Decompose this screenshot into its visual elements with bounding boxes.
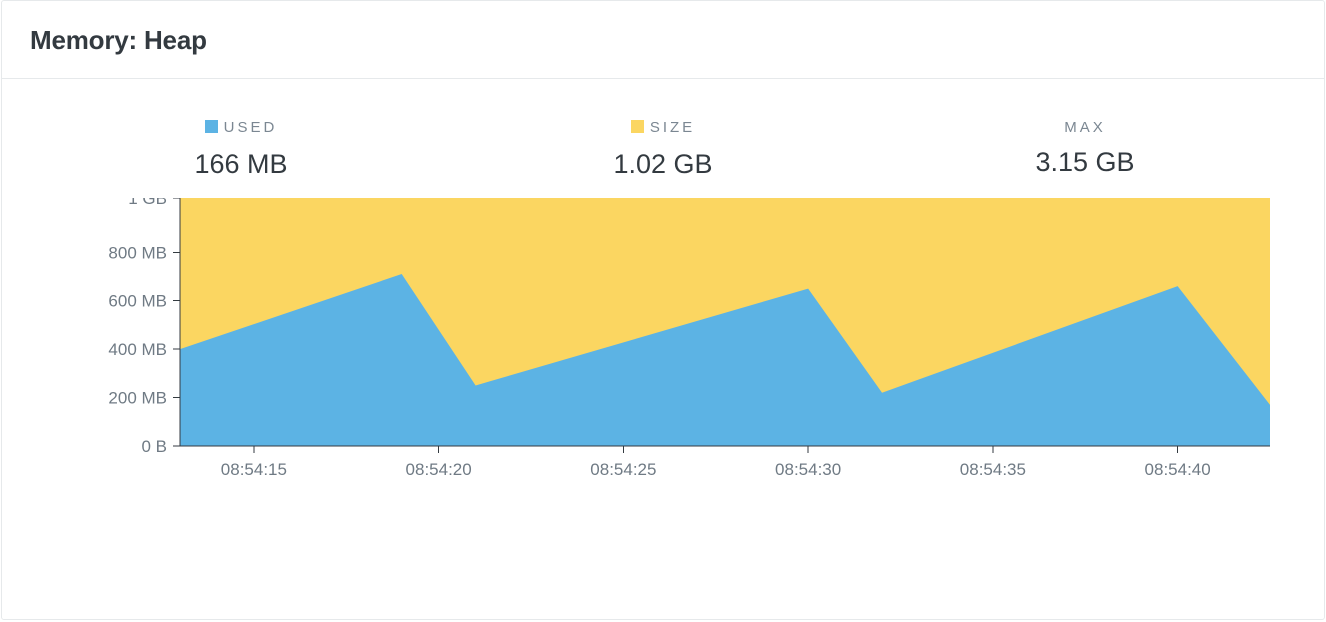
card-header: Memory: Heap	[2, 1, 1324, 79]
heap-area-chart: 0 B 200 MB 400 MB 600 MB 800 MB 1 GB 08:54:15 0…	[30, 198, 1300, 496]
card-body: USED 166 MB SIZE 1.02 GB MAX 3.15 GB 0 B…	[2, 79, 1324, 516]
legend-value-size: 1.02 GB	[452, 149, 874, 180]
memory-heap-card: Memory: Heap USED 166 MB SIZE 1.02 GB MA	[1, 0, 1325, 620]
y-tick-label: 1 GB	[128, 198, 167, 208]
y-tick-label: 800 MB	[108, 243, 167, 262]
legend-value-used: 166 MB	[30, 149, 452, 180]
y-tick-label: 200 MB	[108, 389, 167, 408]
card-title: Memory: Heap	[30, 25, 1296, 56]
legend-swatch-size	[631, 120, 644, 133]
chart-area: 0 B 200 MB 400 MB 600 MB 800 MB 1 GB 08:54:15 0…	[30, 198, 1296, 496]
legend-label: SIZE	[631, 119, 695, 136]
legend-item-max: MAX 3.15 GB	[874, 119, 1296, 180]
legend-row: USED 166 MB SIZE 1.02 GB MAX 3.15 GB	[30, 119, 1296, 180]
legend-label-text: MAX	[1064, 119, 1106, 136]
legend-swatch-used	[205, 120, 218, 133]
x-tick-label: 08:54:25	[590, 460, 656, 479]
legend-label-text: USED	[224, 119, 278, 136]
legend-item-size: SIZE 1.02 GB	[452, 119, 874, 180]
x-tick-label: 08:54:15	[221, 460, 287, 479]
legend-value-max: 3.15 GB	[874, 147, 1296, 178]
y-tick-label: 0 B	[141, 437, 167, 456]
x-tick-label: 08:54:40	[1145, 460, 1211, 479]
y-tick-label: 400 MB	[108, 340, 167, 359]
x-tick-label: 08:54:20	[406, 460, 472, 479]
legend-label-text: SIZE	[650, 119, 695, 136]
legend-label: MAX	[1064, 119, 1106, 136]
x-tick-label: 08:54:30	[775, 460, 841, 479]
y-tick-label: 600 MB	[108, 292, 167, 311]
legend-label: USED	[205, 119, 278, 136]
x-tick-label: 08:54:35	[960, 460, 1026, 479]
legend-item-used: USED 166 MB	[30, 119, 452, 180]
